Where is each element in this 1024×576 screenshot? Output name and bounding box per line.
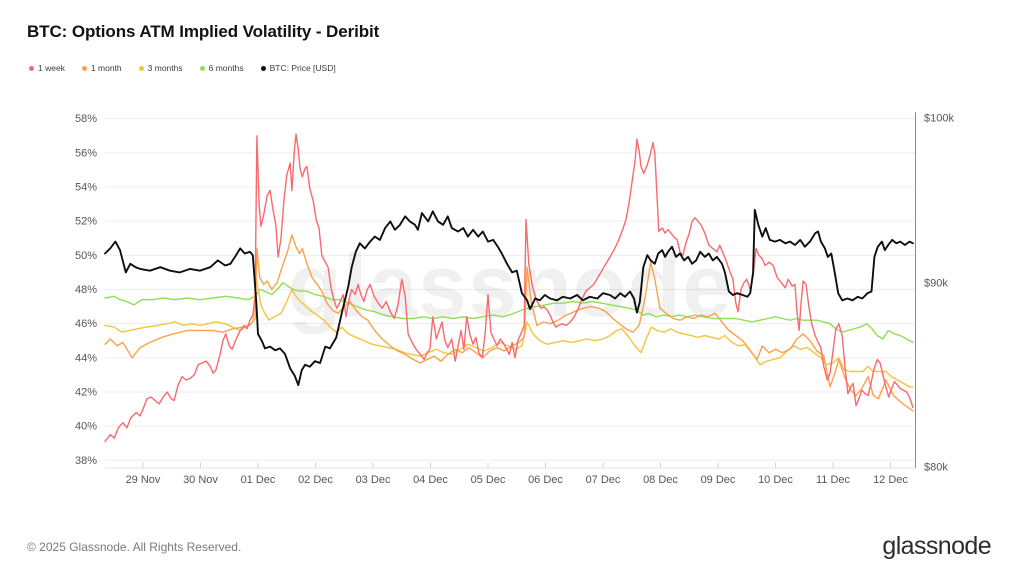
plot-area[interactable]: [105, 112, 916, 468]
x-tick-label: 09 Dec: [701, 474, 736, 486]
x-tick-label: 08 Dec: [643, 474, 678, 486]
series-line-1-month: [104, 234, 914, 412]
legend-label: BTC: Price [USD]: [269, 63, 336, 73]
legend-item-6-months[interactable]: 6 months: [199, 63, 244, 73]
page-title: BTC: Options ATM Implied Volatility - De…: [27, 22, 380, 41]
y-left-tick-label: 38%: [75, 455, 97, 467]
x-tick-label: 05 Dec: [471, 474, 506, 486]
copyright-text: © 2025 Glassnode. All Rights Reserved.: [27, 540, 242, 554]
y-left-tick-label: 50%: [75, 250, 97, 262]
y-left-tick-label: 52%: [75, 216, 97, 228]
x-tick-label: 07 Dec: [586, 474, 621, 486]
series-line-3-months: [104, 278, 914, 388]
legend-item-btc-price[interactable]: BTC: Price [USD]: [260, 63, 336, 73]
x-tick-label: 01 Dec: [241, 474, 276, 486]
legend-label: 6 months: [208, 63, 244, 73]
legend-label: 1 week: [38, 63, 65, 73]
series-line-6-months: [104, 282, 914, 344]
series-line-1-week: [104, 133, 914, 443]
x-tick-label: 06 Dec: [528, 474, 563, 486]
legend-label: 1 month: [90, 63, 122, 73]
legend-dot-3-months-icon: [138, 65, 144, 71]
y-right-tick-label: $80k: [924, 462, 948, 474]
legend-dot-6-months-icon: [199, 65, 205, 71]
y-left-tick-label: 48%: [75, 284, 97, 296]
glassnode-logo: glassnode: [882, 532, 991, 560]
legend-label: 3 months: [147, 63, 183, 73]
y-left-tick-label: 42%: [75, 386, 97, 398]
x-tick-label: 29 Nov: [126, 474, 161, 486]
legend-item-1-week[interactable]: 1 week: [29, 63, 65, 73]
legend-dot-btc-price-icon: [260, 65, 266, 71]
y-right-tick-label: $100k: [924, 113, 954, 125]
watermark-text: glassnode: [288, 236, 732, 335]
y-left-tick-label: 56%: [75, 147, 97, 159]
x-tick-label: 02 Dec: [298, 474, 333, 486]
y-left-tick-label: 54%: [75, 182, 97, 194]
y-left-tick-label: 44%: [75, 352, 97, 364]
legend-dot-1-week-icon: [29, 65, 34, 71]
y-left-tick-label: 58%: [75, 113, 97, 125]
x-tick-label: 10 Dec: [758, 474, 793, 486]
legend-dot-1-month-icon: [81, 65, 87, 71]
legend-item-3-months[interactable]: 3 months: [138, 63, 183, 73]
y-left-tick-label: 40%: [75, 421, 97, 433]
x-tick-label: 11 Dec: [816, 474, 851, 486]
x-tick-label: 12 Dec: [873, 474, 908, 486]
x-tick-label: 30 Nov: [183, 474, 218, 486]
y-left-tick-label: 46%: [75, 318, 97, 330]
legend: 1 week 1 month 3 months 6 months BTC: Pr…: [29, 63, 336, 73]
x-tick-label: 03 Dec: [356, 474, 391, 486]
legend-item-1-month[interactable]: 1 month: [81, 63, 122, 73]
x-tick-label: 04 Dec: [413, 474, 448, 486]
y-right-tick-label: $90k: [924, 277, 948, 289]
series-line-btc-price-usd-: [104, 208, 914, 387]
